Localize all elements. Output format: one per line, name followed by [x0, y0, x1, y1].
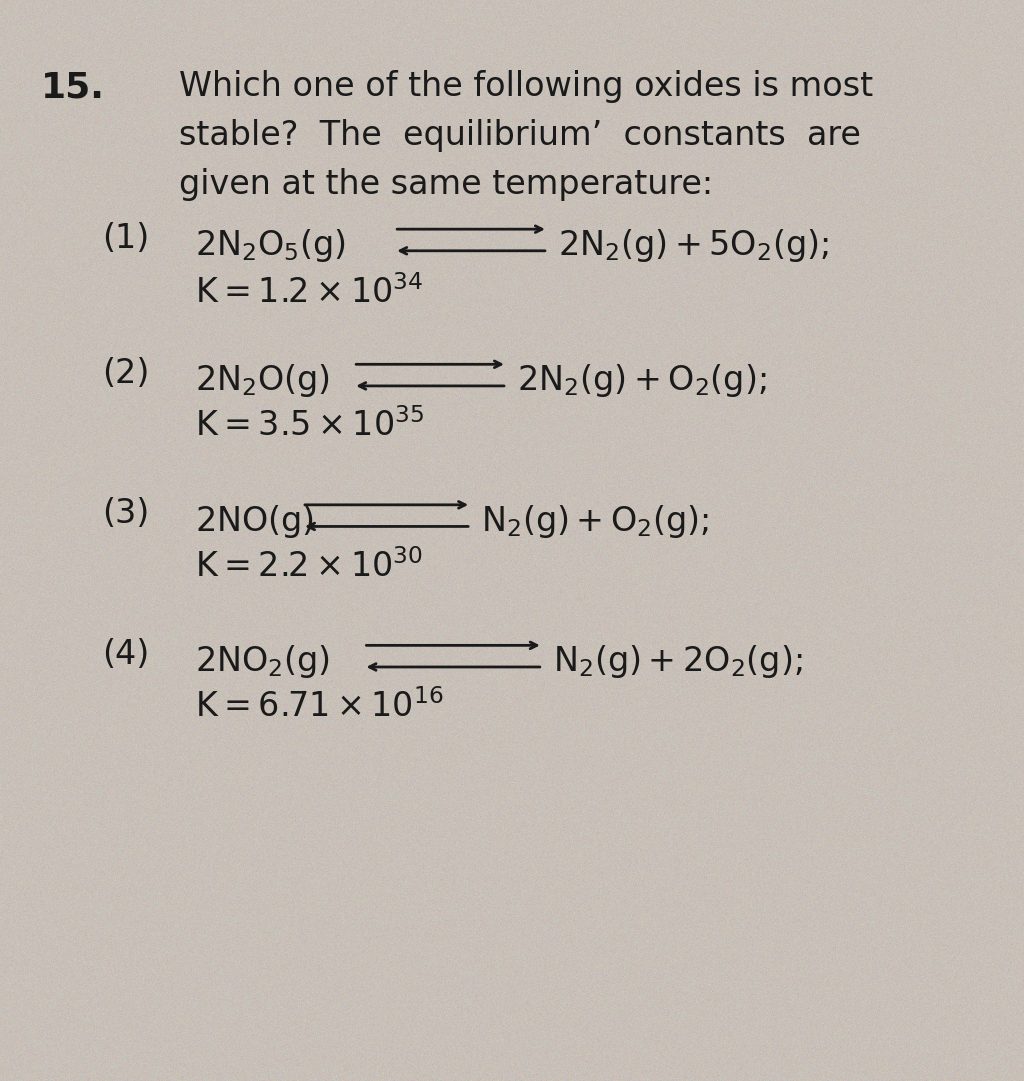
Text: $\mathsf{2N_2(g) + O_2(g);}$: $\mathsf{2N_2(g) + O_2(g);}$ [517, 362, 767, 399]
Text: (4): (4) [102, 638, 150, 671]
Text: $\mathsf{K = 2.2\times10^{30}}$: $\mathsf{K = 2.2\times10^{30}}$ [195, 549, 423, 584]
Text: $\mathsf{N_2(g) + O_2(g);}$: $\mathsf{N_2(g) + O_2(g);}$ [481, 503, 710, 539]
Text: $\mathsf{K=3.5\times10^{35}}$: $\mathsf{K=3.5\times10^{35}}$ [195, 409, 424, 443]
Text: $\mathsf{2N_2O(g)}$: $\mathsf{2N_2O(g)}$ [195, 362, 330, 399]
Text: (1): (1) [102, 222, 150, 255]
Text: $\mathsf{2N_2(g) + 5O_2(g);}$: $\mathsf{2N_2(g) + 5O_2(g);}$ [558, 227, 828, 264]
Text: stable?  The  equilibrium’  constants  are: stable? The equilibrium’ constants are [179, 119, 861, 152]
Text: given at the same temperature:: given at the same temperature: [179, 168, 714, 201]
Text: $\mathsf{K=6.71\times10^{16}}$: $\mathsf{K=6.71\times10^{16}}$ [195, 690, 443, 724]
Text: 15.: 15. [41, 70, 104, 104]
Text: $\mathsf{2NO_2(g)}$: $\mathsf{2NO_2(g)}$ [195, 643, 330, 680]
Text: Which one of the following oxides is most: Which one of the following oxides is mos… [179, 70, 873, 104]
Text: (2): (2) [102, 357, 150, 390]
Text: $\mathsf{2N_2O_5(g)}$: $\mathsf{2N_2O_5(g)}$ [195, 227, 346, 264]
Text: $\mathsf{K=1.2\times10^{34}}$: $\mathsf{K=1.2\times10^{34}}$ [195, 276, 423, 310]
Text: $\mathsf{N_2(g) + 2O_2(g);}$: $\mathsf{N_2(g) + 2O_2(g);}$ [553, 643, 803, 680]
Text: $\mathsf{2NO(g)}$: $\mathsf{2NO(g)}$ [195, 503, 313, 539]
Text: (3): (3) [102, 497, 150, 531]
